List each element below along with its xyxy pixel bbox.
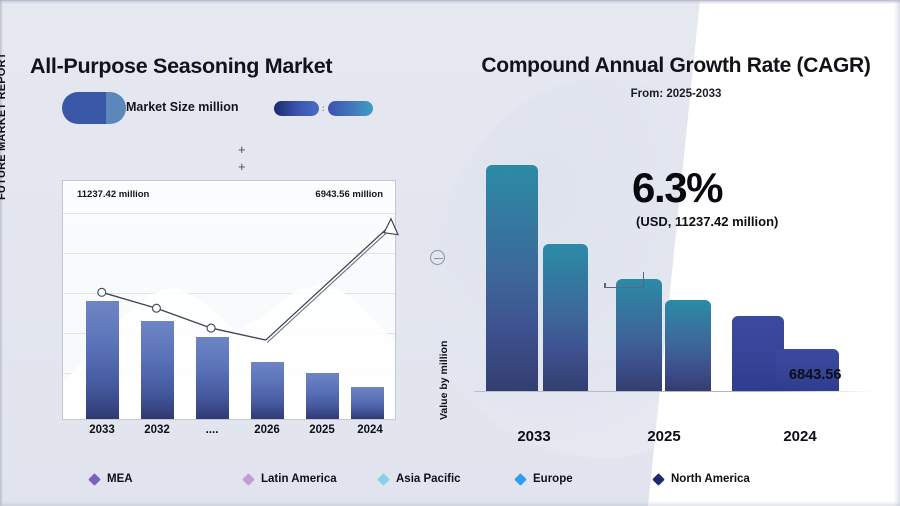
right-xtick-0: 2033 bbox=[517, 428, 551, 445]
panel-top-edge bbox=[0, 0, 900, 4]
legend-swatch-north-america bbox=[652, 472, 665, 486]
left-bar-2033 bbox=[86, 301, 119, 419]
cagr-section-title: Compound Annual Growth Rate (CAGR) bbox=[481, 54, 871, 77]
left-bar-2026 bbox=[251, 362, 284, 419]
right-chart-x-axis-labels: 2033 2025 2024 bbox=[466, 428, 886, 452]
left-xtick-4: 2025 bbox=[309, 424, 335, 436]
legend-label-asia-pacific: Asia Pacific bbox=[396, 473, 461, 485]
cagr-value: 6.3% bbox=[632, 164, 724, 211]
left-chart-low-value-label: 6943.56 million bbox=[315, 189, 383, 200]
color-pill-teal bbox=[327, 101, 373, 116]
panel-left-edge bbox=[0, 0, 3, 506]
legend-label-north-america: North America bbox=[671, 473, 750, 485]
legend-label-europe: Europe bbox=[533, 473, 573, 485]
left-bar-2024 bbox=[351, 387, 384, 419]
color-scale-legend: : bbox=[274, 101, 373, 116]
cagr-period-subtitle: From: 2025-2033 bbox=[630, 88, 722, 100]
right-xtick-2: 2024 bbox=[783, 428, 817, 445]
left-xtick-2: .... bbox=[205, 424, 219, 436]
left-chart-bars bbox=[63, 179, 395, 419]
legend-swatch-europe bbox=[514, 472, 527, 486]
color-pill-navy bbox=[274, 101, 319, 116]
left-chart-trend-line bbox=[97, 217, 399, 343]
right-bar-2033-secondary bbox=[543, 244, 588, 391]
legend-item-asia-pacific[interactable]: Asia Pacific bbox=[377, 472, 461, 486]
left-chart-y-axis-label: FUTURE MARKET REPORT bbox=[0, 52, 8, 200]
right-chart-value-label: 6843.56 bbox=[789, 367, 842, 383]
right-bar-2033-primary bbox=[486, 165, 538, 391]
right-bar-2024-secondary bbox=[776, 349, 839, 391]
canvas-right-shadow bbox=[894, 0, 900, 506]
left-bar-dots bbox=[196, 337, 229, 419]
legend-label-latin-america: Latin America bbox=[261, 473, 337, 485]
right-chart-bracket-decoration bbox=[604, 272, 644, 288]
right-chart-y-axis-label: Value by million bbox=[438, 340, 450, 420]
page-title: All-Purpose Seasoning Market bbox=[30, 54, 333, 78]
left-xtick-5: 2024 bbox=[357, 424, 383, 436]
legend-item-europe[interactable]: Europe bbox=[514, 472, 573, 486]
left-xtick-1: 2032 bbox=[144, 424, 170, 436]
left-chart-plot-area: 11237.42 million 6943.56 million ▤ ▤ bbox=[62, 179, 399, 420]
cagr-detail: (USD, 11237.42 million) bbox=[636, 214, 779, 229]
right-chart-plot-area: 6843.56 bbox=[466, 150, 886, 430]
left-chart-x-axis-labels: 2033 2032 .... 2026 2025 2024 bbox=[62, 424, 396, 444]
collapse-minus-icon[interactable] bbox=[430, 250, 445, 265]
left-bar-2025 bbox=[306, 373, 339, 419]
right-chart-baseline-axis bbox=[474, 391, 878, 392]
right-bar-2025-secondary bbox=[665, 300, 711, 391]
left-chart-high-value-label: 11237.42 million bbox=[77, 189, 150, 200]
brand-logo-icon bbox=[62, 92, 126, 124]
left-xtick-3: 2026 bbox=[254, 424, 280, 436]
logo-lobe-overlap bbox=[84, 92, 106, 124]
legend-item-mea[interactable]: MEA bbox=[88, 472, 133, 486]
legend-label-mea: MEA bbox=[107, 473, 133, 485]
color-pill-separator: : bbox=[322, 103, 325, 113]
left-xtick-0: 2033 bbox=[89, 424, 115, 436]
right-xtick-1: 2025 bbox=[647, 428, 681, 445]
legend-swatch-latin-america bbox=[242, 472, 255, 486]
legend-item-latin-america[interactable]: Latin America bbox=[242, 472, 337, 486]
right-bar-2025-primary bbox=[616, 279, 662, 391]
legend-swatch-mea bbox=[88, 472, 101, 486]
plus-decoration-icon: + + bbox=[238, 142, 246, 174]
legend-item-north-america[interactable]: North America bbox=[652, 472, 750, 486]
right-bar-2024-primary bbox=[732, 316, 784, 391]
legend-swatch-asia-pacific bbox=[377, 472, 390, 486]
left-bar-2032 bbox=[141, 321, 174, 419]
chart-legend: MEA Latin America Asia Pacific Europe No… bbox=[0, 464, 900, 494]
canvas-bottom-shadow bbox=[0, 501, 900, 506]
market-size-label: Market Size million bbox=[126, 100, 239, 114]
